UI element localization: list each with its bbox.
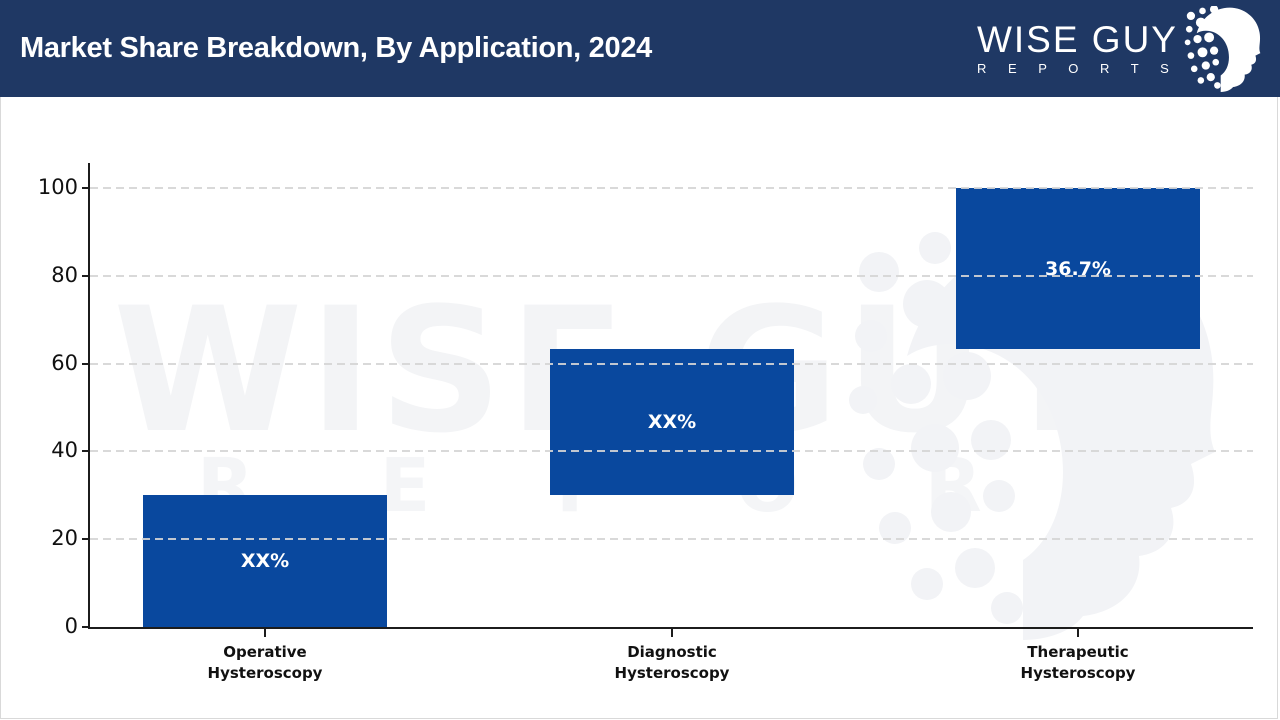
brand-logo: WISE GUY R E P O R T S [977,5,1280,92]
logo-subtext: R E P O R T S [976,61,1178,76]
y-axis-line [88,163,90,629]
y-tick-label-0: 0 [64,614,78,638]
y-tick-mark-60 [82,362,90,365]
x-axis-line [88,627,1253,629]
y-tick-mark-40 [82,450,90,453]
bar-value-label-1: XX% [240,550,290,573]
y-tick-label-100: 100 [37,175,78,199]
bar-segment-1 [143,495,387,627]
y-tick-label-80: 80 [51,262,78,287]
chart-area: WISE GUY R E P O R T S 020406080100XX%Op… [0,97,1278,719]
y-tick-mark-0 [82,626,90,628]
gridline-100 [90,187,1253,189]
y-tick-label-20: 20 [51,526,78,551]
x-category-line1: Operative [223,643,307,661]
wiseguy-head-icon [1184,5,1261,92]
x-category-line2: Hysteroscopy [1020,664,1136,682]
x-tick-mark-2 [671,629,673,637]
x-tick-mark-3 [1077,629,1079,637]
logo-wordmark: WISE GUY [976,19,1178,60]
y-tick-mark-100 [82,187,90,189]
x-category-line1: Therapeutic [1027,643,1129,661]
bar-segment-3 [956,188,1200,350]
gridline-60 [90,362,1253,365]
y-tick-label-40: 40 [51,438,78,463]
y-tick-mark-20 [82,538,90,541]
gridline-80 [90,274,1253,277]
x-tick-mark-1 [264,629,266,637]
x-category-label-3: Therapeutic Hysteroscopy [928,642,1228,684]
bar-segment-2 [550,349,794,496]
bar-value-label-3: 36.7% [1045,257,1111,280]
page-title: Market Share Breakdown, By Application, … [20,32,652,64]
gridline-20 [90,538,1253,541]
x-category-line2: Hysteroscopy [207,664,323,682]
logo-text: WISE GUY R E P O R T S [977,21,1178,76]
x-category-line1: Diagnostic [627,643,717,661]
x-category-line2: Hysteroscopy [614,664,730,682]
y-tick-mark-80 [82,274,90,277]
bar-value-label-2: XX% [647,411,697,434]
x-category-label-2: Diagnostic Hysteroscopy [522,642,822,684]
x-category-label-1: Operative Hysteroscopy [115,642,415,684]
gridline-40 [90,450,1253,453]
y-tick-label-60: 60 [51,350,78,375]
header-band: Market Share Breakdown, By Application, … [0,0,1280,97]
